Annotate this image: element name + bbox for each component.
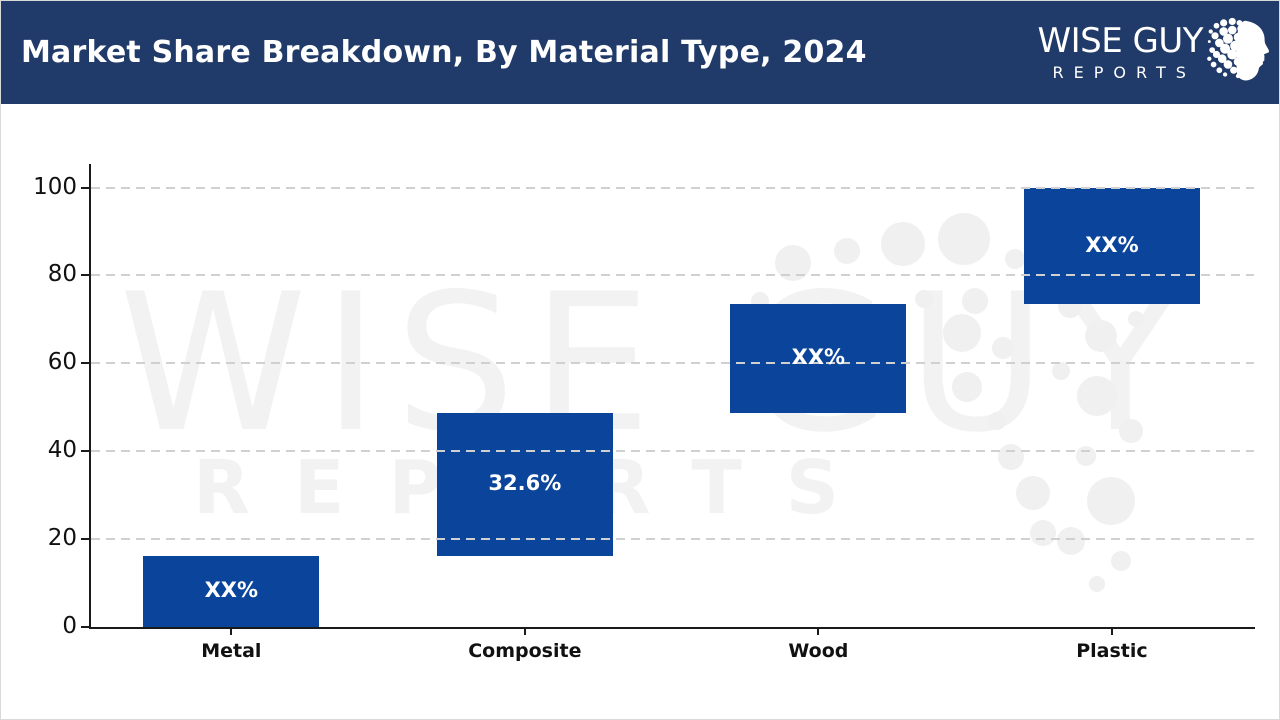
- y-tick-label-80: 80: [47, 261, 77, 288]
- gridline-20: [91, 538, 1254, 541]
- y-tick-label-20: 20: [47, 525, 77, 552]
- x-tick-label-composite: Composite: [468, 640, 582, 662]
- y-tick-100: [81, 186, 89, 189]
- bar-value-label-metal: XX%: [204, 578, 259, 603]
- chart-area: WISE GUY REPORTS 020406080100XX%Metal32.…: [1, 104, 1279, 719]
- gridline-100: [91, 186, 1254, 189]
- y-tick-label-100: 100: [33, 173, 77, 200]
- bar-value-label-plastic: XX%: [1085, 232, 1139, 257]
- y-tick-label-40: 40: [47, 437, 77, 464]
- wiseguy-logo: WISE GUY REPORTS: [1037, 8, 1271, 98]
- bar-value-label-wood: XX%: [791, 345, 846, 370]
- x-tick-label-wood: Wood: [788, 640, 849, 662]
- bar-value-label-composite: 32.6%: [488, 471, 562, 496]
- y-tick-80: [81, 274, 89, 277]
- logo-line1: WISE GUY: [1037, 20, 1203, 61]
- x-tick-label-metal: Metal: [201, 640, 262, 662]
- page-title: Market Share Breakdown, By Material Type…: [21, 35, 867, 70]
- bar-plastic: [1023, 187, 1200, 304]
- x-tick-composite: [523, 629, 526, 635]
- x-tick-metal: [230, 629, 233, 635]
- x-tick-plastic: [1110, 629, 1113, 635]
- y-tick-20: [81, 538, 89, 541]
- y-axis-spine: [89, 164, 91, 629]
- y-tick-60: [81, 362, 89, 365]
- x-tick-wood: [817, 629, 820, 635]
- gridline-60: [91, 362, 1254, 365]
- logo-wordmark: WISE GUY REPORTS: [1037, 24, 1203, 82]
- y-tick-label-0: 0: [62, 613, 77, 639]
- y-tick-40: [81, 450, 89, 453]
- logo-line2: REPORTS: [1052, 62, 1196, 82]
- x-tick-label-plastic: Plastic: [1076, 640, 1148, 662]
- plot: 0 20 40 60 80 100 XX% Metal 32.6% Composite XX% Woo…: [1, 104, 1279, 719]
- y-tick-label-60: 60: [47, 349, 77, 376]
- bar-wood: [730, 303, 907, 413]
- bar-composite: [436, 412, 613, 556]
- gridline-80: [91, 274, 1254, 277]
- x-axis-line: [89, 627, 1255, 629]
- header: Market Share Breakdown, By Material Type…: [1, 1, 1279, 104]
- y-tick-0: [81, 626, 89, 628]
- dotted-head-profile-icon: [1207, 17, 1269, 81]
- bar-metal: [143, 555, 320, 627]
- gridline-40: [91, 450, 1254, 453]
